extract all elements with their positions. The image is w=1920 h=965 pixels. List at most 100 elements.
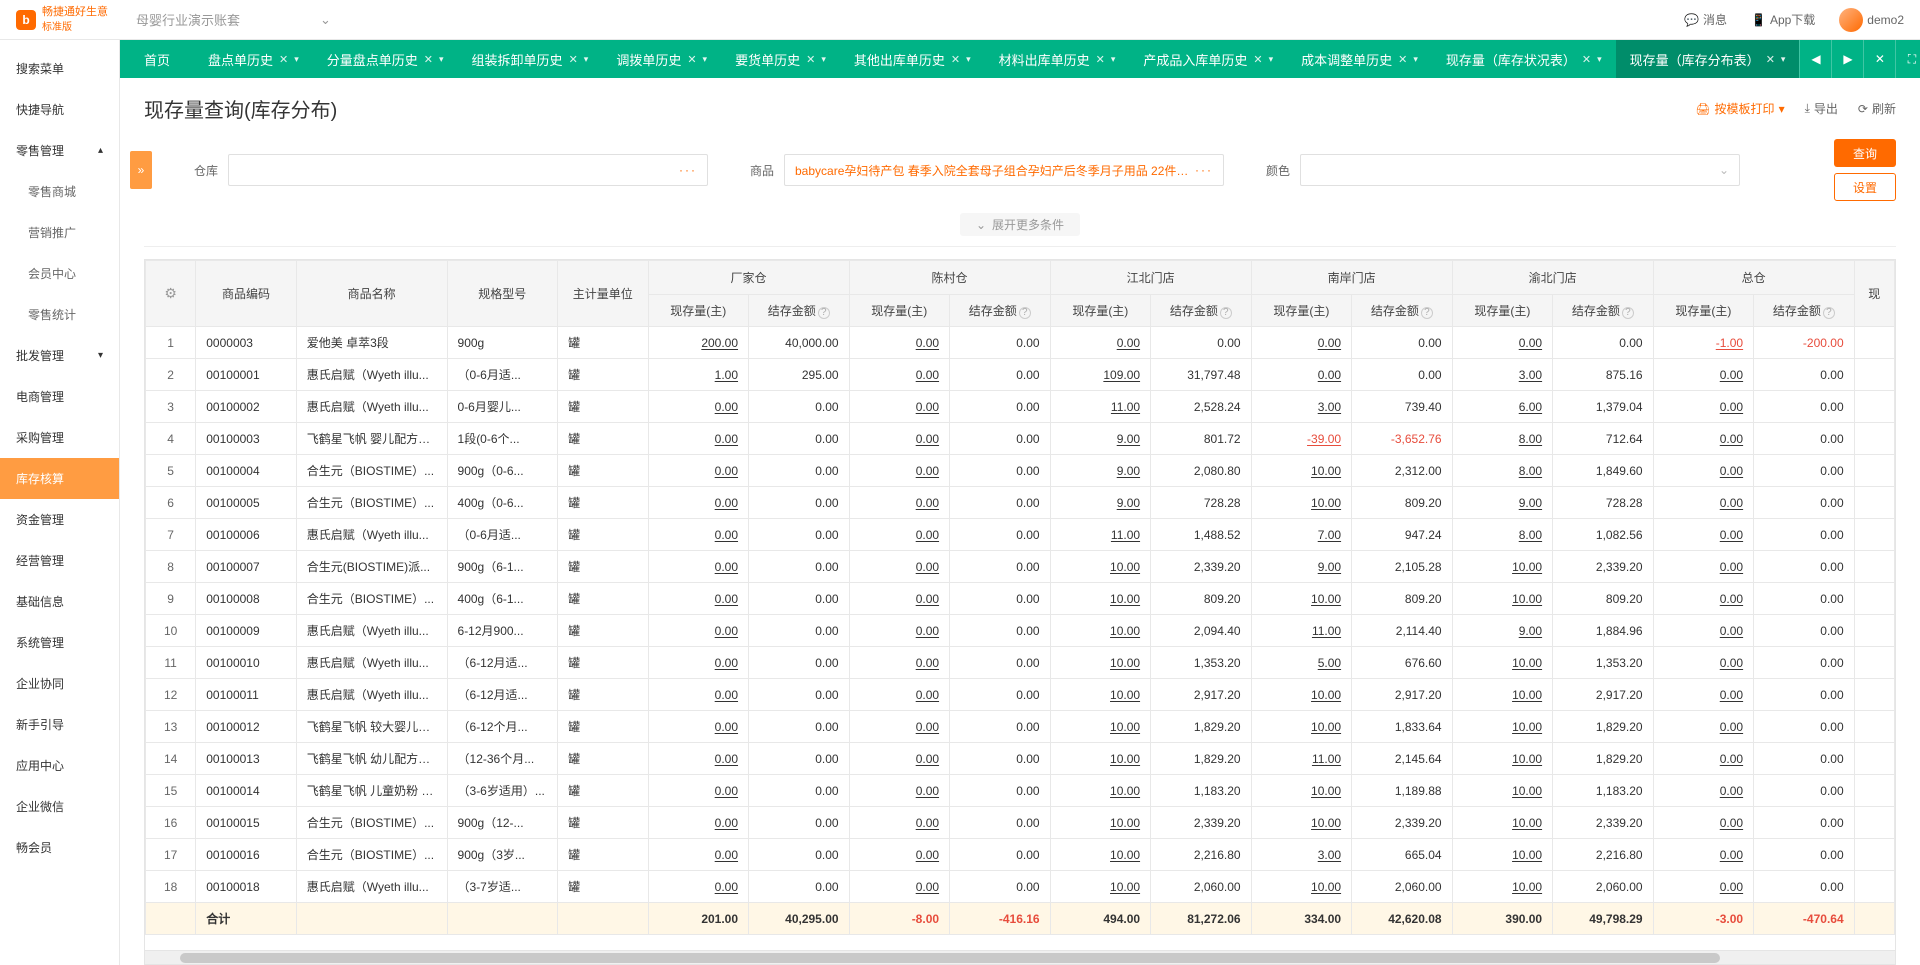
table-row[interactable]: 10000003爱他美 卓萃3段900g罐200.0040,000.000.00… — [146, 327, 1895, 359]
chevron-down-icon: ⌄ — [320, 12, 331, 28]
close-icon[interactable]: ✕ — [1766, 53, 1775, 66]
sidebar-item[interactable]: 零售商城 — [0, 171, 119, 212]
close-icon[interactable]: ✕ — [569, 53, 578, 66]
col-qty: 现存量(主) — [1452, 295, 1553, 327]
expand-conditions-button[interactable]: ⌄ 展开更多条件 — [960, 213, 1080, 236]
print-icon: 🖨 — [1695, 102, 1710, 116]
table-row[interactable]: 900100008合生元（BIOSTIME）...400g（6-1...罐0.0… — [146, 583, 1895, 615]
tab[interactable]: 盘点单历史✕▾ — [194, 40, 313, 78]
table-row[interactable]: 500100004合生元（BIOSTIME）...900g（0-6...罐0.0… — [146, 455, 1895, 487]
table-row[interactable]: 1600100015合生元（BIOSTIME）...900g（12-...罐0.… — [146, 807, 1895, 839]
table-row[interactable]: 1100100010惠氏启赋（Wyeth illu...（6-12月适...罐0… — [146, 647, 1895, 679]
close-icon[interactable]: ✕ — [1582, 53, 1591, 66]
tabs-close-all[interactable]: ✕ — [1863, 40, 1895, 78]
close-icon[interactable]: ✕ — [951, 53, 960, 66]
sidebar-item[interactable]: 基础信息 — [0, 581, 119, 622]
filter-product-value: babycare孕妇待产包 春季入院全套母子组合孕妇产后冬季月子用品 22件套 … — [795, 162, 1195, 179]
table-total-row: 合计201.0040,295.00-8.00-416.16494.0081,27… — [146, 903, 1895, 935]
app-download-link[interactable]: 📱 App下载 — [1751, 11, 1815, 28]
col-amt: 结存金额? — [1553, 295, 1654, 327]
table-row[interactable]: 400100003飞鹤星飞帆 婴儿配方奶...1段(0-6个...罐0.000.… — [146, 423, 1895, 455]
sidebar-item[interactable]: 批发管理▾ — [0, 335, 119, 376]
sidebar-item[interactable]: 零售管理▴ — [0, 130, 119, 171]
brand-line1: 畅捷通好生意 — [42, 6, 108, 18]
table-row[interactable]: 1800100018惠氏启赋（Wyeth illu...（3-7岁适...罐0.… — [146, 871, 1895, 903]
ellipsis-icon: ··· — [1195, 163, 1213, 177]
col-qty: 现存量(主) — [1653, 295, 1754, 327]
export-button[interactable]: ⤓ 导出 — [1805, 100, 1838, 117]
sidebar-item[interactable]: 会员中心 — [0, 253, 119, 294]
table-row[interactable]: 1400100013飞鹤星飞帆 幼儿配方奶...（12-36个月...罐0.00… — [146, 743, 1895, 775]
sidebar-item[interactable]: 搜索菜单 — [0, 48, 119, 89]
close-icon[interactable]: ✕ — [1398, 53, 1407, 66]
tab[interactable]: 现存量（库存状况表）✕▾ — [1432, 40, 1616, 78]
close-icon[interactable]: ✕ — [806, 53, 815, 66]
close-icon[interactable]: ✕ — [1096, 53, 1105, 66]
sidebar-item[interactable]: 资金管理 — [0, 499, 119, 540]
tabs-bar: 首页盘点单历史✕▾分量盘点单历史✕▾组装拆卸单历史✕▾调拨单历史✕▾要货单历史✕… — [120, 40, 1920, 78]
sidebar-item[interactable]: 企业微信 — [0, 786, 119, 827]
close-icon[interactable]: ✕ — [687, 53, 696, 66]
tab[interactable]: 要货单历史✕▾ — [721, 40, 840, 78]
table-row[interactable]: 800100007合生元(BIOSTIME)派...900g（6-1...罐0.… — [146, 551, 1895, 583]
tab[interactable]: 调拨单历史✕▾ — [602, 40, 721, 78]
sidebar-item[interactable]: 快捷导航 — [0, 89, 119, 130]
account-selector[interactable]: 母婴行业演示账套 ⌄ — [136, 10, 331, 29]
filter-product-label: 商品 — [726, 162, 774, 179]
brand-icon: b — [16, 10, 36, 30]
table-row[interactable]: 1300100012飞鹤星飞帆 较大婴儿配...（6-12个月...罐0.000… — [146, 711, 1895, 743]
table-row[interactable]: 1000100009惠氏启赋（Wyeth illu...6-12月900...罐… — [146, 615, 1895, 647]
table-row[interactable]: 600100005合生元（BIOSTIME）...400g（0-6...罐0.0… — [146, 487, 1895, 519]
tabs-scroll-right[interactable]: ▶ — [1831, 40, 1863, 78]
table-row[interactable]: 300100002惠氏启赋（Wyeth illu...0-6月婴儿...罐0.0… — [146, 391, 1895, 423]
tab[interactable]: 首页 — [120, 40, 194, 78]
horizontal-scrollbar[interactable] — [145, 950, 1895, 964]
col-name: 商品名称 — [296, 261, 447, 327]
table-row[interactable]: 200100001惠氏启赋（Wyeth illu...（0-6月适...罐1.0… — [146, 359, 1895, 391]
query-button[interactable]: 查询 — [1834, 139, 1896, 167]
filter-collapse-toggle[interactable]: » — [130, 151, 152, 189]
table-row[interactable]: 1500100014飞鹤星飞帆 儿童奶粉 4...（3-6岁适用）...罐0.0… — [146, 775, 1895, 807]
filter-warehouse-select[interactable]: ··· — [228, 154, 708, 186]
refresh-button[interactable]: ⟳ 刷新 — [1858, 100, 1896, 117]
tab[interactable]: 组装拆卸单历史✕▾ — [458, 40, 603, 78]
sidebar-item[interactable]: 新手引导 — [0, 704, 119, 745]
sidebar-item[interactable]: 电商管理 — [0, 376, 119, 417]
sidebar-item[interactable]: 系统管理 — [0, 622, 119, 663]
sidebar-item[interactable]: 畅会员 — [0, 827, 119, 868]
col-amt: 结存金额? — [1754, 295, 1855, 327]
tab[interactable]: 材料出库单历史✕▾ — [985, 40, 1130, 78]
tab[interactable]: 现存量（库存分布表）✕▾ — [1616, 40, 1800, 78]
table-row[interactable]: 1200100011惠氏启赋（Wyeth illu...（6-12月适...罐0… — [146, 679, 1895, 711]
expand-label: 展开更多条件 — [992, 216, 1064, 233]
sidebar-item[interactable]: 营销推广 — [0, 212, 119, 253]
messages-link[interactable]: 💬 消息 — [1684, 11, 1727, 28]
tab[interactable]: 分量盘点单历史✕▾ — [313, 40, 458, 78]
filter-product-select[interactable]: babycare孕妇待产包 春季入院全套母子组合孕妇产后冬季月子用品 22件套 … — [784, 154, 1224, 186]
export-label: 导出 — [1814, 100, 1838, 117]
settings-button[interactable]: 设置 — [1834, 173, 1896, 201]
tab[interactable]: 产成品入库单历史✕▾ — [1129, 40, 1287, 78]
close-icon[interactable]: ✕ — [1253, 53, 1262, 66]
gear-icon[interactable]: ⚙ — [164, 285, 177, 301]
sidebar-item[interactable]: 企业协同 — [0, 663, 119, 704]
tab[interactable]: 成本调整单历史✕▾ — [1287, 40, 1432, 78]
tabs-fullscreen[interactable]: ⛶ — [1895, 40, 1920, 78]
sidebar-item[interactable]: 采购管理 — [0, 417, 119, 458]
col-group: 陈村仓 — [849, 261, 1050, 295]
user-menu[interactable]: demo2 — [1839, 8, 1904, 32]
table-row[interactable]: 1700100016合生元（BIOSTIME）...900g（3岁...罐0.0… — [146, 839, 1895, 871]
print-button[interactable]: 🖨 按模板打印 ▾ — [1695, 100, 1784, 117]
sidebar-item[interactable]: 零售统计 — [0, 294, 119, 335]
tabs-scroll-left[interactable]: ◀ — [1799, 40, 1831, 78]
close-icon[interactable]: ✕ — [279, 53, 288, 66]
sidebar-item[interactable]: 应用中心 — [0, 745, 119, 786]
phone-icon: 📱 — [1751, 13, 1766, 27]
chevron-down-icon: ⌄ — [1719, 163, 1729, 177]
sidebar-item[interactable]: 经营管理 — [0, 540, 119, 581]
sidebar-item[interactable]: 库存核算 — [0, 458, 119, 499]
table-row[interactable]: 700100006惠氏启赋（Wyeth illu...（0-6月适...罐0.0… — [146, 519, 1895, 551]
close-icon[interactable]: ✕ — [424, 53, 433, 66]
filter-color-select[interactable]: ⌄ — [1300, 154, 1740, 186]
tab[interactable]: 其他出库单历史✕▾ — [840, 40, 985, 78]
